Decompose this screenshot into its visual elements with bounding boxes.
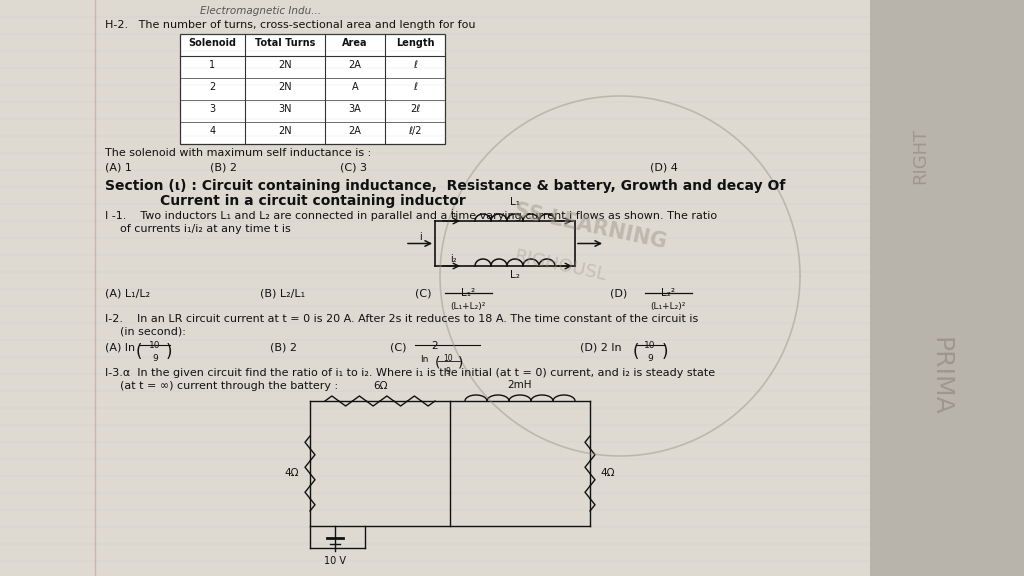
Text: 9: 9 [647, 354, 653, 363]
Text: PRIMA: PRIMA [928, 336, 952, 415]
Text: (in second):: (in second): [120, 327, 186, 337]
FancyBboxPatch shape [870, 0, 1024, 576]
Text: 9: 9 [445, 367, 451, 376]
Text: (B) 2: (B) 2 [210, 162, 237, 172]
Text: 4Ω: 4Ω [601, 468, 615, 479]
Text: 2N: 2N [279, 82, 292, 92]
Text: I-3.α  In the given circuit find the ratio of i₁ to i₂. Where i₁ is the initial : I-3.α In the given circuit find the rati… [105, 368, 715, 378]
Text: 4: 4 [210, 126, 216, 136]
FancyBboxPatch shape [180, 34, 445, 144]
Text: 3N: 3N [279, 104, 292, 114]
Text: 6Ω: 6Ω [373, 381, 387, 391]
FancyBboxPatch shape [0, 0, 870, 576]
Text: (D): (D) [610, 289, 628, 299]
Text: 2ℓ: 2ℓ [410, 104, 420, 114]
Text: RIGHT: RIGHT [911, 128, 929, 184]
Text: 2: 2 [432, 341, 438, 351]
Text: (L₁+L₂)²: (L₁+L₂)² [650, 302, 686, 311]
Text: i₁: i₁ [450, 209, 457, 219]
Text: 9: 9 [153, 354, 158, 363]
Text: 2: 2 [209, 82, 216, 92]
Text: Area: Area [342, 38, 368, 48]
Text: Solenoid: Solenoid [188, 38, 237, 48]
Text: 4Ω: 4Ω [285, 468, 299, 479]
Text: of currents i₁/i₂ at any time t is: of currents i₁/i₂ at any time t is [120, 224, 291, 234]
Text: Current in a circuit containing inductor: Current in a circuit containing inductor [160, 194, 466, 208]
Text: (C): (C) [415, 289, 431, 299]
Text: (D) 4: (D) 4 [650, 162, 678, 172]
Text: SS LEARNING: SS LEARNING [512, 200, 668, 252]
Text: (A) 1: (A) 1 [105, 162, 132, 172]
Text: 10: 10 [150, 341, 161, 350]
Text: L₁²: L₁² [461, 288, 475, 298]
Text: ): ) [662, 343, 669, 361]
Text: (L₁+L₂)²: (L₁+L₂)² [451, 302, 485, 311]
Text: H-2.   The number of turns, cross-sectional area and length for fou: H-2. The number of turns, cross-sectiona… [105, 20, 475, 30]
Text: (C) 3: (C) 3 [340, 162, 367, 172]
Text: ): ) [458, 355, 464, 369]
Text: i₂: i₂ [450, 254, 457, 264]
Text: (: ( [136, 343, 142, 361]
Text: Length: Length [395, 38, 434, 48]
Text: 3: 3 [210, 104, 216, 114]
Text: I-2.    In an LR circuit current at t = 0 is 20 A. After 2s it reduces to 18 A. : I-2. In an LR circuit current at t = 0 i… [105, 314, 698, 324]
Text: 3A: 3A [348, 104, 361, 114]
Text: (C): (C) [390, 343, 407, 353]
Text: 2A: 2A [348, 60, 361, 70]
Text: ℓ: ℓ [413, 82, 417, 92]
Text: 2mH: 2mH [508, 380, 532, 390]
Text: 10: 10 [644, 341, 655, 350]
Text: ): ) [166, 343, 172, 361]
Text: Section (ι) : Circuit containing inductance,  Resistance & battery, Growth and d: Section (ι) : Circuit containing inducta… [105, 179, 785, 193]
Text: i: i [419, 232, 421, 241]
Text: (B) 2: (B) 2 [270, 343, 297, 353]
Text: L₁: L₁ [510, 197, 520, 207]
Text: RIGHOUSL: RIGHOUSL [512, 248, 608, 285]
Text: (: ( [435, 355, 440, 369]
Text: 2N: 2N [279, 126, 292, 136]
Text: 10 V: 10 V [324, 556, 346, 566]
Text: 2N: 2N [279, 60, 292, 70]
Text: (: ( [633, 343, 639, 361]
Text: (A) L₁/L₂: (A) L₁/L₂ [105, 289, 151, 299]
Text: I -1.    Two inductors L₁ and L₂ are connected in parallel and a time varying cu: I -1. Two inductors L₁ and L₂ are connec… [105, 211, 717, 221]
Text: 10: 10 [443, 354, 453, 363]
Text: 1: 1 [210, 60, 216, 70]
Text: ℓ: ℓ [413, 60, 417, 70]
Text: ℓ/2: ℓ/2 [409, 126, 422, 136]
Text: Total Turns: Total Turns [255, 38, 315, 48]
Text: (B) L₂/L₁: (B) L₂/L₁ [260, 289, 305, 299]
Text: (D) 2 ln: (D) 2 ln [580, 343, 622, 353]
Text: ln: ln [420, 355, 428, 364]
Text: L₂²: L₂² [662, 288, 675, 298]
Text: A: A [351, 82, 358, 92]
Text: Electromagnetic Indu...: Electromagnetic Indu... [200, 6, 321, 16]
Text: (A) ln: (A) ln [105, 343, 135, 353]
Text: The solenoid with maximum self inductance is :: The solenoid with maximum self inductanc… [105, 148, 372, 158]
Text: (at t = ∞) current through the battery :: (at t = ∞) current through the battery : [120, 381, 338, 391]
Text: 2A: 2A [348, 126, 361, 136]
Text: L₂: L₂ [510, 270, 520, 280]
